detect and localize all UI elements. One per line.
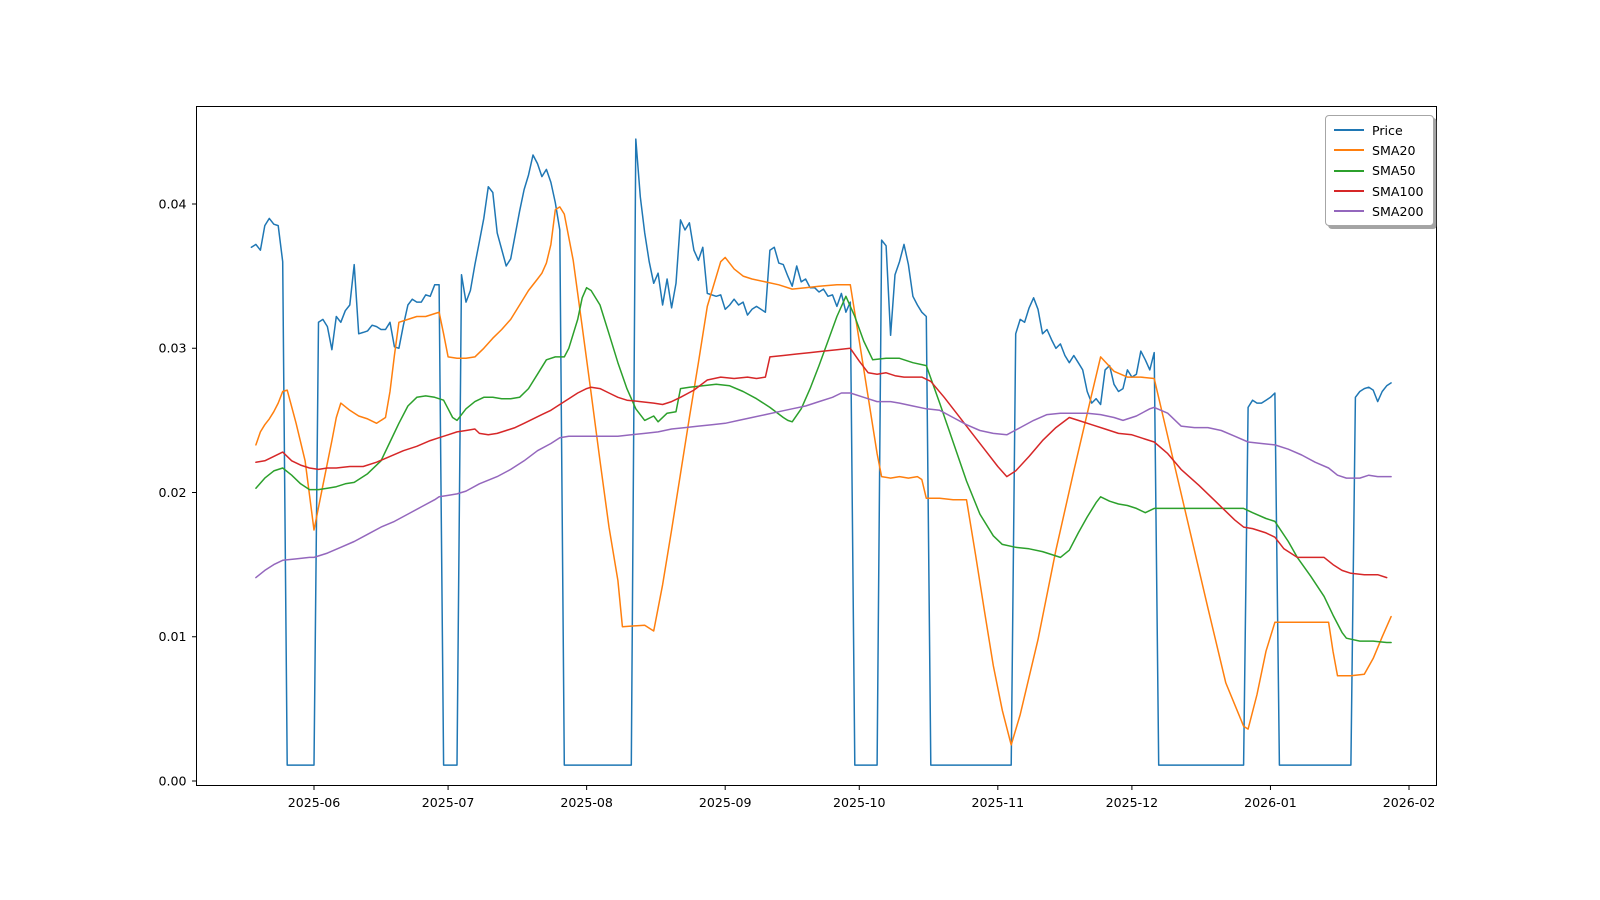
legend-swatch-sma20 (1334, 149, 1364, 152)
x-tick-label-2025-10: 2025-10 (833, 795, 886, 810)
legend-item-sma20: SMA20 (1334, 140, 1424, 160)
y-tick-label-0.00: 0.00 (158, 773, 186, 788)
x-tick-label-2026-02: 2026-02 (1383, 795, 1436, 810)
x-tick-label-2025-08: 2025-08 (560, 795, 613, 810)
legend-swatch-sma50 (1334, 169, 1364, 172)
legend-swatch-price (1334, 129, 1364, 132)
legend-label-sma50: SMA50 (1372, 163, 1416, 179)
legend-item-sma100: SMA100 (1334, 181, 1424, 201)
y-tick-label-0.04: 0.04 (158, 196, 186, 211)
legend: Price SMA20 SMA50 SMA100 SMA200 (1325, 115, 1434, 227)
x-tick-label-2025-12: 2025-12 (1106, 795, 1159, 810)
x-tick-label-2025-07: 2025-07 (422, 795, 475, 810)
axes-frame (196, 106, 1437, 786)
series-line-sma200 (255, 392, 1392, 579)
legend-label-sma20: SMA20 (1372, 142, 1416, 158)
y-tick-label-0.02: 0.02 (158, 485, 186, 500)
legend-label-sma100: SMA100 (1372, 183, 1424, 199)
legend-item-price: Price (1334, 120, 1424, 140)
legend-label-price: Price (1372, 122, 1403, 138)
x-tick-label-2025-06: 2025-06 (288, 795, 341, 810)
legend-swatch-sma200 (1334, 210, 1364, 213)
legend-item-sma200: SMA200 (1334, 201, 1424, 221)
y-tick-label-0.03: 0.03 (158, 341, 186, 356)
legend-item-sma50: SMA50 (1334, 161, 1424, 181)
x-tick-label-2025-11: 2025-11 (972, 795, 1025, 810)
x-tick-label-2026-01: 2026-01 (1244, 795, 1297, 810)
x-tick-label-2025-09: 2025-09 (699, 795, 752, 810)
series-line-price (250, 138, 1392, 766)
legend-label-sma200: SMA200 (1372, 203, 1424, 219)
legend-swatch-sma100 (1334, 190, 1364, 193)
series-line-sma100 (255, 347, 1388, 579)
series-line-sma20 (255, 206, 1392, 746)
y-tick-label-0.01: 0.01 (158, 629, 186, 644)
series-line-sma50 (255, 286, 1392, 644)
